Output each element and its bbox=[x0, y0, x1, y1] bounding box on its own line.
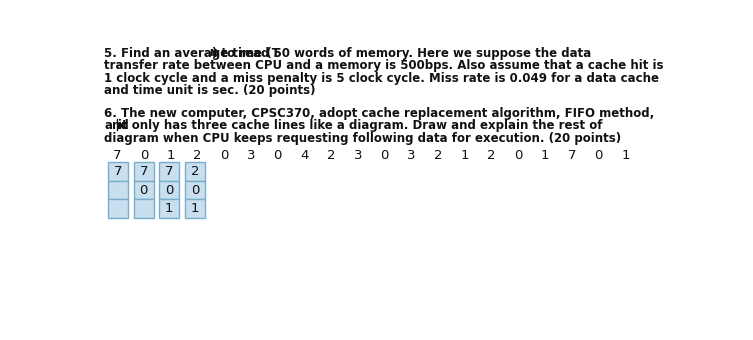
Text: 0: 0 bbox=[140, 149, 148, 162]
Bar bbox=[184, 200, 205, 218]
Bar bbox=[133, 200, 154, 218]
Text: 7: 7 bbox=[568, 149, 576, 162]
Text: 0: 0 bbox=[594, 149, 603, 162]
Text: 3: 3 bbox=[407, 149, 416, 162]
Bar bbox=[108, 163, 128, 181]
Text: 6. The new computer, CPSC370, adopt cache replacement algorithm, FIFO method,: 6. The new computer, CPSC370, adopt cach… bbox=[104, 107, 654, 120]
Bar bbox=[184, 163, 205, 181]
Bar bbox=[133, 163, 154, 181]
Text: 2: 2 bbox=[487, 149, 496, 162]
Text: it only has three cache lines like a diagram. Draw and explain the rest of: it only has three cache lines like a dia… bbox=[117, 119, 602, 132]
Bar bbox=[159, 163, 179, 181]
Text: ) to read 50 words of memory. Here we suppose the data: ) to read 50 words of memory. Here we su… bbox=[212, 47, 591, 60]
Text: 2: 2 bbox=[191, 165, 199, 178]
Bar bbox=[133, 181, 154, 200]
Text: 1: 1 bbox=[165, 202, 173, 215]
Text: 3: 3 bbox=[354, 149, 362, 162]
Text: 2: 2 bbox=[194, 149, 202, 162]
Text: 5. Find an average time (T: 5. Find an average time (T bbox=[104, 47, 280, 60]
Text: 0: 0 bbox=[514, 149, 523, 162]
Text: 1: 1 bbox=[541, 149, 550, 162]
Text: 1: 1 bbox=[166, 149, 175, 162]
Text: 1 clock cycle and a miss penalty is 5 clock cycle. Miss rate is 0.049 for a data: 1 clock cycle and a miss penalty is 5 cl… bbox=[104, 72, 659, 85]
Text: 1: 1 bbox=[621, 149, 630, 162]
Bar bbox=[159, 200, 179, 218]
Text: 7: 7 bbox=[139, 165, 148, 178]
Text: 7: 7 bbox=[114, 165, 123, 178]
Text: 2: 2 bbox=[327, 149, 336, 162]
Text: and: and bbox=[104, 119, 129, 132]
Bar bbox=[108, 181, 128, 200]
Bar bbox=[108, 200, 128, 218]
Text: 2: 2 bbox=[434, 149, 443, 162]
Text: 3: 3 bbox=[247, 149, 255, 162]
Text: 0: 0 bbox=[191, 184, 199, 197]
Text: 7: 7 bbox=[113, 149, 122, 162]
Text: 0: 0 bbox=[380, 149, 389, 162]
Text: and time unit is sec. (20 points): and time unit is sec. (20 points) bbox=[104, 84, 316, 97]
Text: 1: 1 bbox=[461, 149, 469, 162]
Bar bbox=[159, 181, 179, 200]
Text: 1: 1 bbox=[191, 202, 199, 215]
Text: 0: 0 bbox=[273, 149, 282, 162]
Text: 0: 0 bbox=[165, 184, 173, 197]
Text: 7: 7 bbox=[165, 165, 173, 178]
Text: 0: 0 bbox=[139, 184, 148, 197]
Text: N: N bbox=[209, 49, 217, 58]
Text: 4: 4 bbox=[300, 149, 309, 162]
Text: 0: 0 bbox=[220, 149, 228, 162]
Text: diagram when CPU keeps requesting following data for execution. (20 points): diagram when CPU keeps requesting follow… bbox=[104, 132, 621, 144]
Bar bbox=[184, 181, 205, 200]
Text: transfer rate between CPU and a memory is 500bps. Also assume that a cache hit i: transfer rate between CPU and a memory i… bbox=[104, 59, 663, 72]
